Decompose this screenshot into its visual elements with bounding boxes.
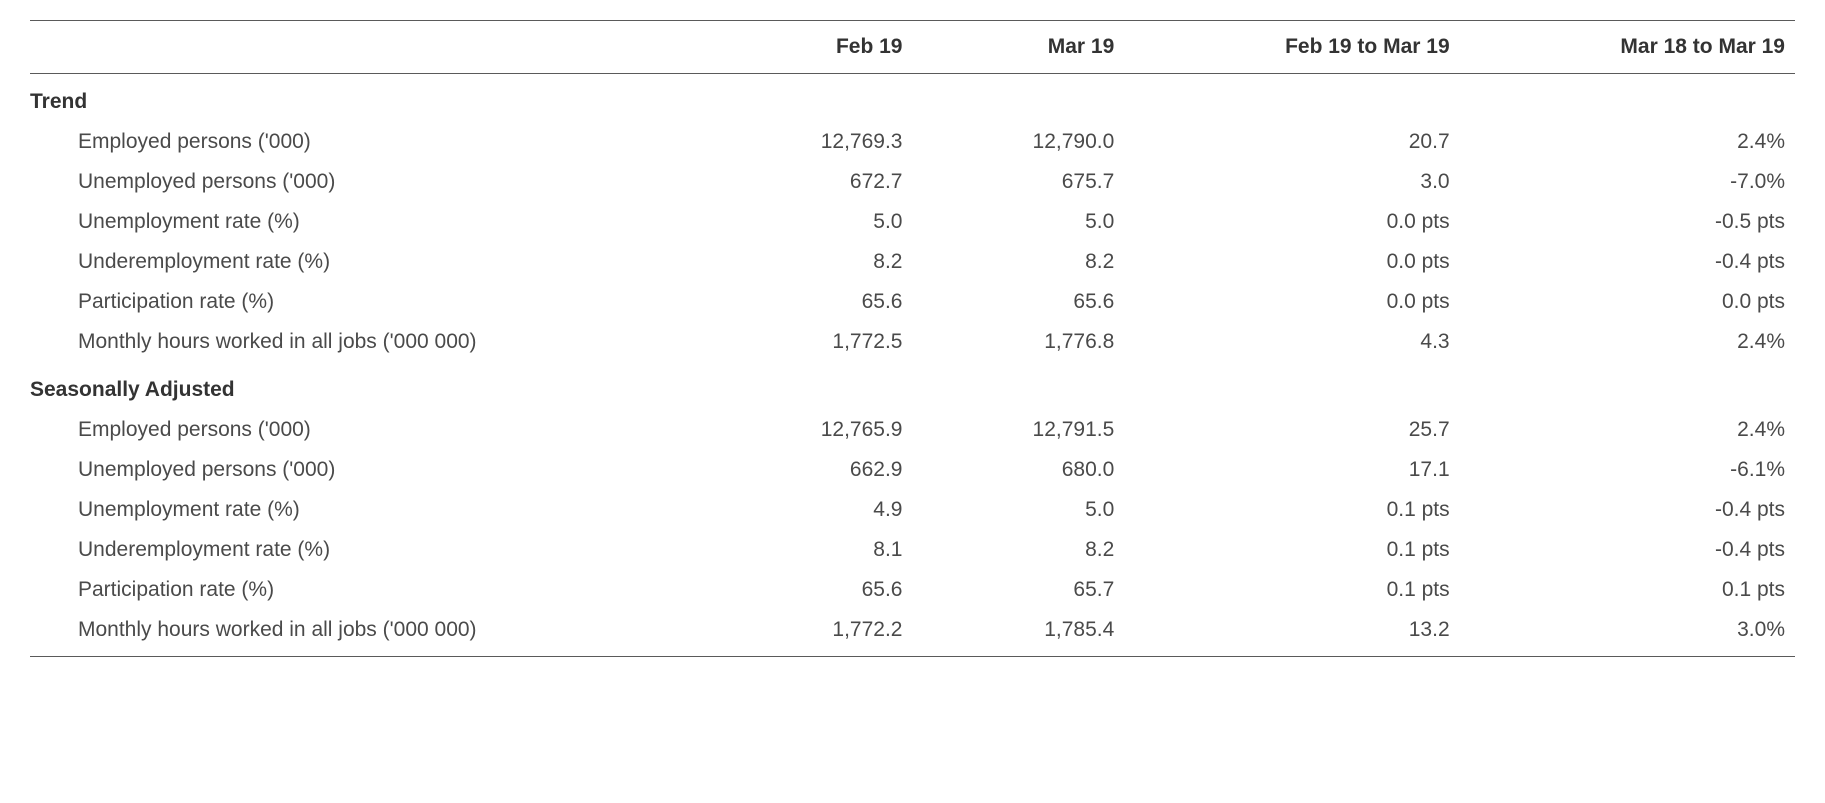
cell-yoy: -0.4 pts (1460, 242, 1795, 282)
cell-yoy: 2.4% (1460, 410, 1795, 450)
cell-feb19: 65.6 (701, 282, 913, 322)
cell-yoy: 2.4% (1460, 322, 1795, 362)
cell-feb19: 1,772.2 (701, 610, 913, 657)
cell-yoy: -0.5 pts (1460, 202, 1795, 242)
table-row: Employed persons ('000) 12,769.3 12,790.… (30, 122, 1795, 162)
cell-mar19: 12,790.0 (912, 122, 1124, 162)
row-label: Participation rate (%) (30, 570, 701, 610)
row-label: Underemployment rate (%) (30, 242, 701, 282)
cell-mom: 0.1 pts (1124, 530, 1459, 570)
cell-feb19: 4.9 (701, 490, 913, 530)
cell-yoy: -0.4 pts (1460, 530, 1795, 570)
cell-feb19: 8.2 (701, 242, 913, 282)
section-title: Seasonally Adjusted (30, 362, 1795, 410)
row-label: Employed persons ('000) (30, 122, 701, 162)
cell-mom: 20.7 (1124, 122, 1459, 162)
table-row: Unemployment rate (%) 4.9 5.0 0.1 pts -0… (30, 490, 1795, 530)
cell-yoy: -6.1% (1460, 450, 1795, 490)
col-header-blank (30, 21, 701, 74)
cell-mar19: 1,785.4 (912, 610, 1124, 657)
table-row: Underemployment rate (%) 8.2 8.2 0.0 pts… (30, 242, 1795, 282)
cell-mar19: 8.2 (912, 530, 1124, 570)
table-row: Participation rate (%) 65.6 65.7 0.1 pts… (30, 570, 1795, 610)
col-header-mom: Feb 19 to Mar 19 (1124, 21, 1459, 74)
cell-yoy: 0.1 pts (1460, 570, 1795, 610)
cell-mar19: 65.6 (912, 282, 1124, 322)
cell-mom: 25.7 (1124, 410, 1459, 450)
cell-mar19: 5.0 (912, 490, 1124, 530)
cell-mar19: 680.0 (912, 450, 1124, 490)
row-label: Unemployment rate (%) (30, 202, 701, 242)
table-row: Employed persons ('000) 12,765.9 12,791.… (30, 410, 1795, 450)
cell-mar19: 1,776.8 (912, 322, 1124, 362)
labour-force-table: Feb 19 Mar 19 Feb 19 to Mar 19 Mar 18 to… (30, 20, 1795, 657)
cell-feb19: 1,772.5 (701, 322, 913, 362)
cell-feb19: 5.0 (701, 202, 913, 242)
row-label: Unemployed persons ('000) (30, 450, 701, 490)
cell-feb19: 662.9 (701, 450, 913, 490)
cell-mom: 4.3 (1124, 322, 1459, 362)
table-row: Monthly hours worked in all jobs ('000 0… (30, 322, 1795, 362)
row-label: Employed persons ('000) (30, 410, 701, 450)
row-label: Monthly hours worked in all jobs ('000 0… (30, 322, 701, 362)
cell-mar19: 12,791.5 (912, 410, 1124, 450)
table-row: Underemployment rate (%) 8.1 8.2 0.1 pts… (30, 530, 1795, 570)
cell-mar19: 65.7 (912, 570, 1124, 610)
cell-mom: 3.0 (1124, 162, 1459, 202)
cell-feb19: 65.6 (701, 570, 913, 610)
table-row: Participation rate (%) 65.6 65.6 0.0 pts… (30, 282, 1795, 322)
cell-yoy: 0.0 pts (1460, 282, 1795, 322)
cell-mom: 0.0 pts (1124, 282, 1459, 322)
cell-yoy: -0.4 pts (1460, 490, 1795, 530)
cell-mom: 0.1 pts (1124, 490, 1459, 530)
cell-mar19: 5.0 (912, 202, 1124, 242)
table-row: Unemployed persons ('000) 662.9 680.0 17… (30, 450, 1795, 490)
row-label: Participation rate (%) (30, 282, 701, 322)
cell-mar19: 8.2 (912, 242, 1124, 282)
table-row: Unemployment rate (%) 5.0 5.0 0.0 pts -0… (30, 202, 1795, 242)
cell-mom: 0.0 pts (1124, 242, 1459, 282)
cell-yoy: 2.4% (1460, 122, 1795, 162)
row-label: Monthly hours worked in all jobs ('000 0… (30, 610, 701, 657)
cell-feb19: 8.1 (701, 530, 913, 570)
row-label: Unemployment rate (%) (30, 490, 701, 530)
cell-mom: 17.1 (1124, 450, 1459, 490)
cell-mom: 0.0 pts (1124, 202, 1459, 242)
row-label: Underemployment rate (%) (30, 530, 701, 570)
col-header-mar19: Mar 19 (912, 21, 1124, 74)
table-row: Monthly hours worked in all jobs ('000 0… (30, 610, 1795, 657)
cell-yoy: -7.0% (1460, 162, 1795, 202)
cell-mar19: 675.7 (912, 162, 1124, 202)
cell-yoy: 3.0% (1460, 610, 1795, 657)
cell-mom: 13.2 (1124, 610, 1459, 657)
col-header-yoy: Mar 18 to Mar 19 (1460, 21, 1795, 74)
section-title: Trend (30, 74, 1795, 123)
table-header-row: Feb 19 Mar 19 Feb 19 to Mar 19 Mar 18 to… (30, 21, 1795, 74)
row-label: Unemployed persons ('000) (30, 162, 701, 202)
col-header-feb19: Feb 19 (701, 21, 913, 74)
cell-feb19: 12,769.3 (701, 122, 913, 162)
cell-feb19: 12,765.9 (701, 410, 913, 450)
section-header-seasonally-adjusted: Seasonally Adjusted (30, 362, 1795, 410)
section-header-trend: Trend (30, 74, 1795, 123)
table-row: Unemployed persons ('000) 672.7 675.7 3.… (30, 162, 1795, 202)
cell-mom: 0.1 pts (1124, 570, 1459, 610)
cell-feb19: 672.7 (701, 162, 913, 202)
